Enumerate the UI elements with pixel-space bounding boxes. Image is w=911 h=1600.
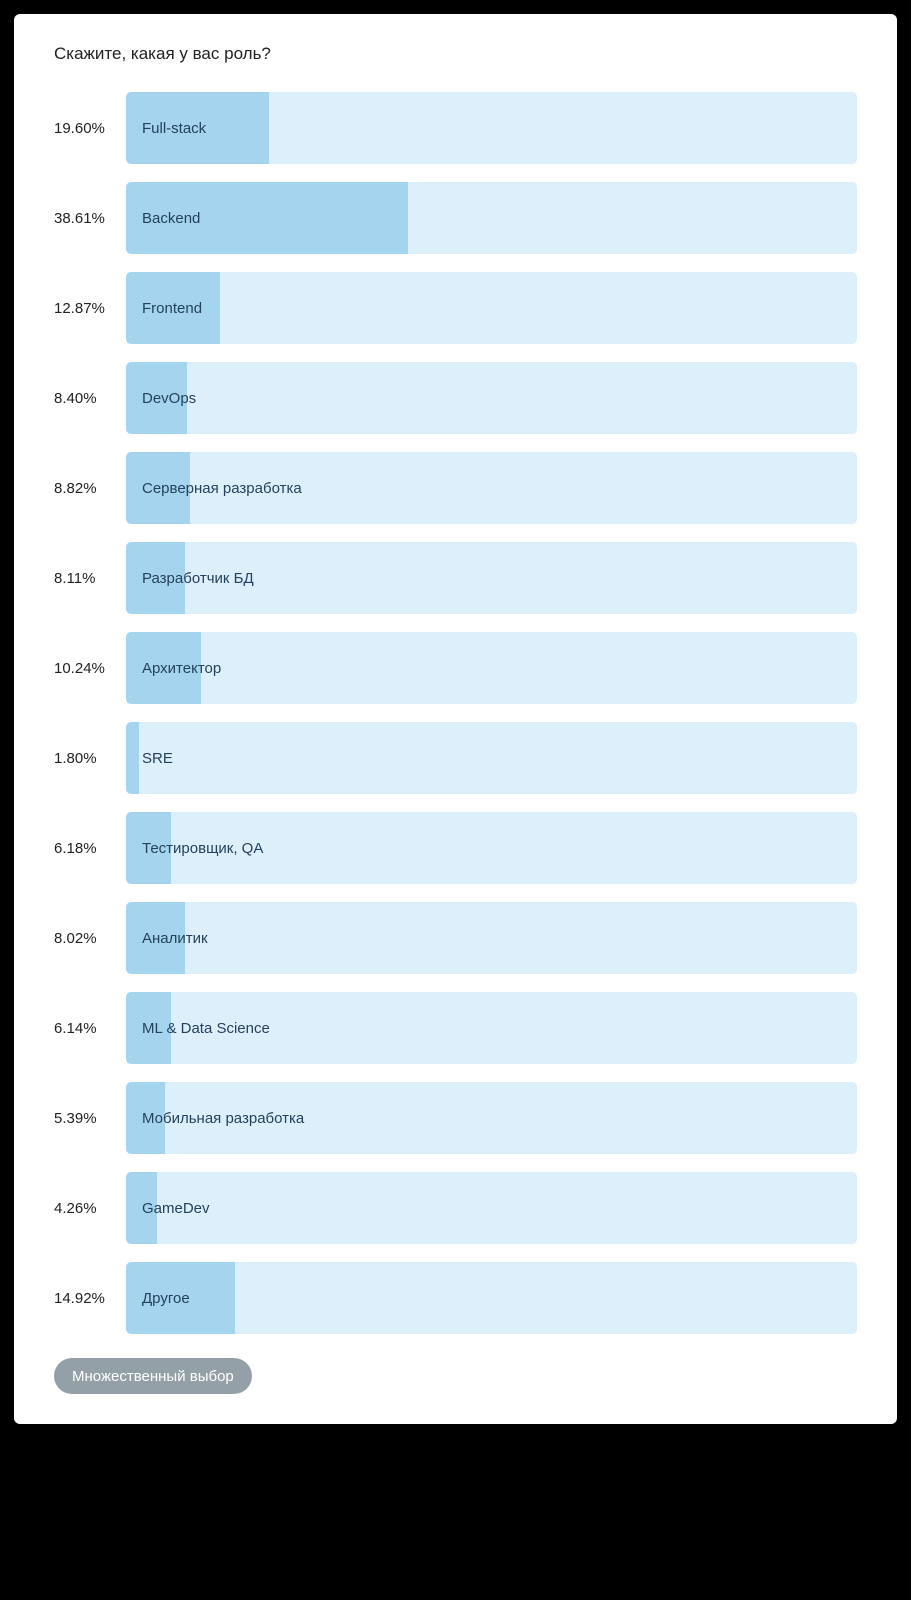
poll-footer: Множественный выбор <box>54 1358 857 1394</box>
poll-bar-label: Другое <box>142 1262 190 1334</box>
poll-bar-label: Backend <box>142 182 200 254</box>
poll-bar-track: GameDev <box>126 1172 857 1244</box>
poll-bar-percent: 6.18% <box>54 812 126 884</box>
poll-bar-track: Другое <box>126 1262 857 1334</box>
poll-bar-row[interactable]: 4.26%GameDev <box>54 1172 857 1244</box>
poll-bar-row[interactable]: 8.11%Разработчик БД <box>54 542 857 614</box>
poll-bar-row[interactable]: 6.14%ML & Data Science <box>54 992 857 1064</box>
poll-bar-chart: 19.60%Full-stack38.61%Backend12.87%Front… <box>54 92 857 1334</box>
multiple-choice-badge: Множественный выбор <box>54 1358 252 1394</box>
poll-bar-label: ML & Data Science <box>142 992 270 1064</box>
poll-bar-percent: 19.60% <box>54 92 126 164</box>
poll-bar-track: DevOps <box>126 362 857 434</box>
poll-bar-percent: 1.80% <box>54 722 126 794</box>
poll-bar-track: Frontend <box>126 272 857 344</box>
poll-bar-track: Серверная разработка <box>126 452 857 524</box>
poll-bar-label: DevOps <box>142 362 196 434</box>
poll-bar-row[interactable]: 38.61% Backend <box>54 182 857 254</box>
poll-bar-percent: 5.39% <box>54 1082 126 1154</box>
poll-bar-track: Backend <box>126 182 857 254</box>
poll-bar-row[interactable]: 14.92% Другое <box>54 1262 857 1334</box>
poll-bar-percent: 6.14% <box>54 992 126 1064</box>
poll-bar-percent: 10.24% <box>54 632 126 704</box>
poll-bar-label: Разработчик БД <box>142 542 254 614</box>
poll-bar-label: Frontend <box>142 272 202 344</box>
poll-bar-track: Разработчик БД <box>126 542 857 614</box>
poll-bar-track: SRE <box>126 722 857 794</box>
poll-bar-label: Full-stack <box>142 92 206 164</box>
poll-bar-row[interactable]: 5.39%Мобильная разработка <box>54 1082 857 1154</box>
poll-title: Скажите, какая у вас роль? <box>54 44 857 64</box>
poll-bar-row[interactable]: 8.82%Серверная разработка <box>54 452 857 524</box>
poll-bar-label: Аналитик <box>142 902 208 974</box>
poll-bar-track: Мобильная разработка <box>126 1082 857 1154</box>
poll-bar-percent: 4.26% <box>54 1172 126 1244</box>
poll-card: Скажите, какая у вас роль? 19.60%Full-st… <box>14 14 897 1424</box>
poll-bar-track: Full-stack <box>126 92 857 164</box>
poll-bar-row[interactable]: 10.24%Архитектор <box>54 632 857 704</box>
poll-bar-label: Тестировщик, QA <box>142 812 263 884</box>
poll-bar-percent: 8.02% <box>54 902 126 974</box>
poll-bar-row[interactable]: 19.60%Full-stack <box>54 92 857 164</box>
poll-bar-label: SRE <box>142 722 173 794</box>
poll-bar-label: Серверная разработка <box>142 452 302 524</box>
poll-bar-percent: 8.82% <box>54 452 126 524</box>
poll-bar-track: ML & Data Science <box>126 992 857 1064</box>
poll-bar-row[interactable]: 8.02%Аналитик <box>54 902 857 974</box>
poll-bar-percent: 12.87% <box>54 272 126 344</box>
poll-bar-row[interactable]: 8.40% DevOps <box>54 362 857 434</box>
poll-bar-percent: 38.61% <box>54 182 126 254</box>
poll-bar-percent: 8.11% <box>54 542 126 614</box>
poll-bar-row[interactable]: 12.87% Frontend <box>54 272 857 344</box>
poll-bar-track: Тестировщик, QA <box>126 812 857 884</box>
poll-bar-label: GameDev <box>142 1172 210 1244</box>
poll-bar-track: Архитектор <box>126 632 857 704</box>
poll-bar-row[interactable]: 1.80% SRE <box>54 722 857 794</box>
poll-bar-row[interactable]: 6.18%Тестировщик, QA <box>54 812 857 884</box>
poll-bar-label: Архитектор <box>142 632 221 704</box>
poll-bar-track: Аналитик <box>126 902 857 974</box>
poll-bar-percent: 14.92% <box>54 1262 126 1334</box>
poll-bar-label: Мобильная разработка <box>142 1082 304 1154</box>
poll-bar-percent: 8.40% <box>54 362 126 434</box>
poll-bar-fill <box>126 722 139 794</box>
